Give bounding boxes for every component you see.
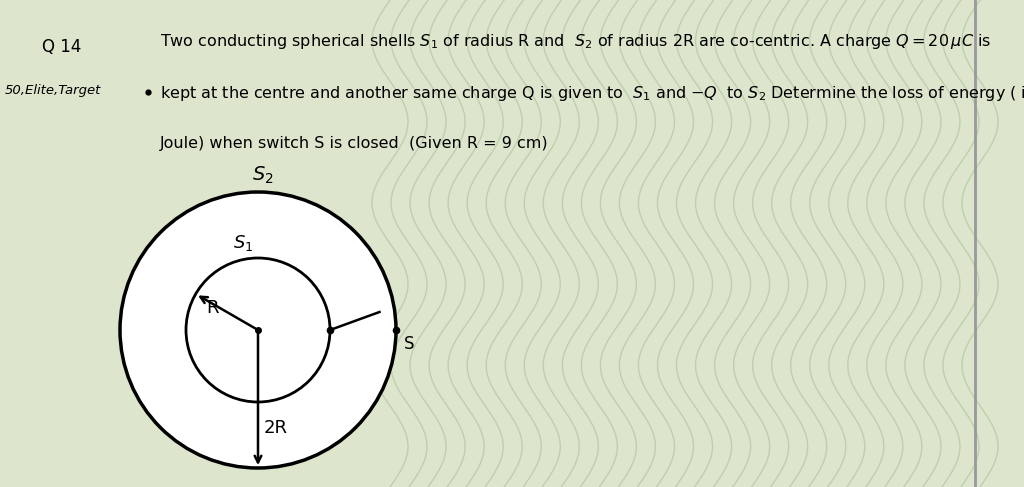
Text: 50,Elite,Target: 50,Elite,Target [5,84,101,97]
Text: 2R: 2R [264,419,288,437]
Text: kept at the centre and another same charge Q is given to  $S_1$ and $-Q$  to $S_: kept at the centre and another same char… [160,84,1024,103]
Text: S: S [404,335,415,353]
Text: Two conducting spherical shells $S_1$ of radius R and  $S_2$ of radius 2R are co: Two conducting spherical shells $S_1$ of… [160,32,991,51]
Circle shape [120,192,396,468]
Text: Joule) when switch S is closed  (Given R = 9 cm): Joule) when switch S is closed (Given R … [160,136,549,151]
Text: R: R [206,299,218,317]
Text: Q 14: Q 14 [42,38,81,56]
Text: $S_1$: $S_1$ [232,233,253,253]
Text: $S_2$: $S_2$ [252,165,273,186]
Circle shape [186,258,330,402]
